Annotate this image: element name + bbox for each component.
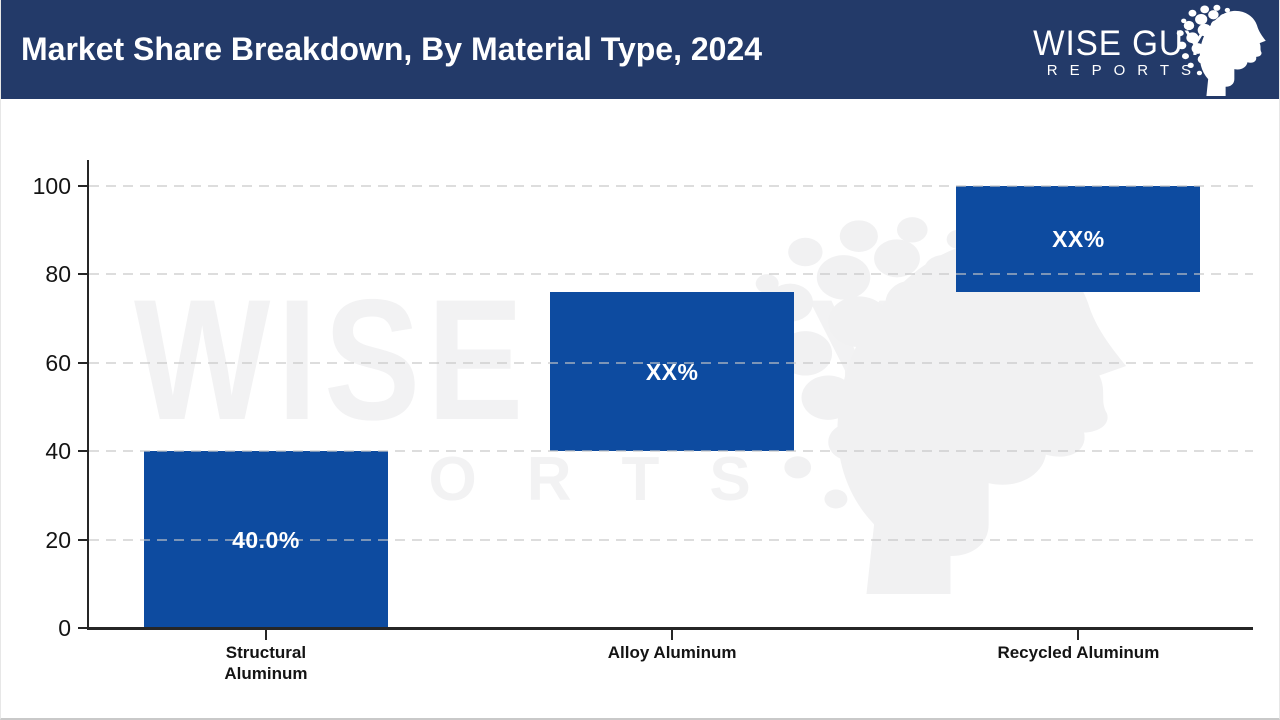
y-tick-mark — [78, 450, 89, 453]
x-tick-mark — [671, 628, 674, 640]
y-tick-mark — [78, 273, 89, 276]
x-tick-label-alloy-aluminum: Alloy Aluminum — [607, 643, 737, 662]
y-tick-label: 60 — [45, 349, 71, 376]
gridline-100 — [89, 185, 1253, 187]
brand-logo: WISE GUY REPORTS — [1013, 0, 1273, 99]
x-tick-label-structural-aluminum: Structural Aluminum — [224, 643, 308, 683]
bar-value-label: XX% — [645, 358, 699, 385]
gridline-80 — [89, 273, 1253, 276]
gridline-40 — [89, 450, 1253, 453]
gridline-20 — [89, 538, 1253, 541]
y-tick-mark — [78, 185, 89, 187]
bar-value-label: XX% — [1052, 226, 1105, 253]
plot-area: WISE GUY REPORTS 0 20 40 60 80 100 40.0% Struct… — [33, 160, 1253, 683]
bar-alloy-aluminum — [550, 292, 795, 452]
y-tick-label: 80 — [45, 261, 71, 288]
logo-head-icon — [1175, 4, 1271, 96]
x-tick-label-recycled-aluminum: Recycled Aluminum — [997, 643, 1160, 662]
logo-brand-text: WISE GUY — [1033, 24, 1207, 63]
x-tick-mark — [1077, 628, 1080, 640]
header-bar: Market Share Breakdown, By Material Type… — [1, 0, 1279, 99]
bar-value-label: 40.0% — [232, 526, 300, 553]
gridline-60 — [89, 361, 1253, 364]
y-tick-label: 100 — [32, 173, 71, 199]
logo-subbrand-text: REPORTS — [1046, 62, 1203, 79]
y-tick-label: 20 — [45, 526, 71, 553]
y-axis-line — [87, 160, 89, 628]
x-axis-line — [87, 627, 1253, 630]
y-tick-mark — [78, 538, 89, 541]
y-tick-label: 0 — [58, 615, 71, 641]
y-tick-mark — [78, 627, 89, 629]
y-tick-label: 40 — [45, 438, 71, 465]
page-title: Market Share Breakdown, By Material Type… — [21, 31, 763, 67]
x-tick-mark — [264, 628, 267, 640]
y-tick-mark — [78, 361, 89, 364]
